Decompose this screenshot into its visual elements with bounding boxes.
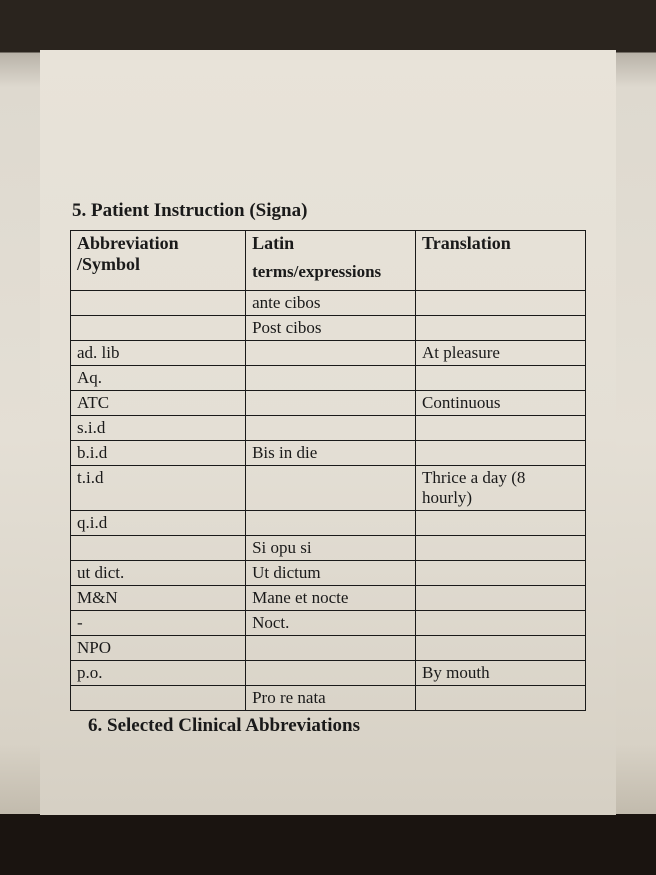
cell-latin	[246, 661, 416, 686]
table-row: Si opu si	[71, 536, 586, 561]
section-5-heading: 5. Patient Instruction (Signa)	[72, 200, 586, 222]
cell-latin	[246, 636, 416, 661]
cell-trans	[416, 416, 586, 441]
cell-trans	[416, 441, 586, 466]
cell-abbr: M&N	[71, 586, 246, 611]
cell-latin	[246, 511, 416, 536]
cell-trans	[416, 686, 586, 711]
table-row: Aq.	[71, 366, 586, 391]
cell-abbr	[71, 536, 246, 561]
table-row: b.i.dBis in die	[71, 441, 586, 466]
table-row: ante cibos	[71, 291, 586, 316]
cell-abbr	[71, 291, 246, 316]
cell-latin: Pro re nata	[246, 686, 416, 711]
cell-latin: ante cibos	[246, 291, 416, 316]
cell-trans	[416, 536, 586, 561]
header-latin-label: Latin	[252, 233, 294, 253]
table-row: -Noct.	[71, 611, 586, 636]
table-row: Post cibos	[71, 316, 586, 341]
cell-abbr: t.i.d	[71, 466, 246, 511]
table-row: p.o. By mouth	[71, 661, 586, 686]
table-header-translation: Translation	[416, 231, 586, 291]
cell-trans: By mouth	[416, 661, 586, 686]
cell-latin	[246, 416, 416, 441]
cell-abbr: Aq.	[71, 366, 246, 391]
cell-abbr: p.o.	[71, 661, 246, 686]
section-6-heading: 6. Selected Clinical Abbreviations	[88, 715, 586, 737]
table-body: ante cibosPost cibosad. lib At pleasure Aq…	[71, 291, 586, 711]
cell-trans	[416, 291, 586, 316]
cell-trans	[416, 636, 586, 661]
cell-latin: Noct.	[246, 611, 416, 636]
cell-abbr	[71, 686, 246, 711]
table-row: Pro re nata	[71, 686, 586, 711]
cell-trans: Thrice a day (8 hourly)	[416, 466, 586, 511]
cell-abbr: ut dict.	[71, 561, 246, 586]
table-row: ATC Continuous	[71, 391, 586, 416]
cell-trans	[416, 316, 586, 341]
cell-trans: Continuous	[416, 391, 586, 416]
cell-trans	[416, 611, 586, 636]
header-latin-sub: terms/expressions	[252, 262, 409, 282]
table-row: ad. lib At pleasure	[71, 341, 586, 366]
table-row: ut dict.Ut dictum	[71, 561, 586, 586]
cell-abbr: s.i.d	[71, 416, 246, 441]
cell-abbr: -	[71, 611, 246, 636]
cell-abbr: q.i.d	[71, 511, 246, 536]
table-header-row: Abbreviation /Symbol Latin terms/express…	[71, 231, 586, 291]
cell-latin: Mane et nocte	[246, 586, 416, 611]
table-header-latin: Latin terms/expressions	[246, 231, 416, 291]
cell-latin	[246, 466, 416, 511]
table-row: q.i.d	[71, 511, 586, 536]
cell-abbr: b.i.d	[71, 441, 246, 466]
cell-latin: Ut dictum	[246, 561, 416, 586]
header-trans-label: Translation	[422, 233, 511, 253]
cell-abbr: ad. lib	[71, 341, 246, 366]
document-page: 5. Patient Instruction (Signa) Abbreviat…	[40, 50, 616, 815]
cell-trans	[416, 366, 586, 391]
cell-latin	[246, 391, 416, 416]
cell-abbr	[71, 316, 246, 341]
cell-trans	[416, 561, 586, 586]
cell-latin: Bis in die	[246, 441, 416, 466]
cell-abbr: NPO	[71, 636, 246, 661]
table-header-abbreviation: Abbreviation /Symbol	[71, 231, 246, 291]
cell-latin	[246, 366, 416, 391]
table-row: t.i.d Thrice a day (8 hourly)	[71, 466, 586, 511]
table-row: NPO	[71, 636, 586, 661]
cell-latin: Si opu si	[246, 536, 416, 561]
signa-table: Abbreviation /Symbol Latin terms/express…	[70, 230, 586, 711]
cell-latin	[246, 341, 416, 366]
cell-abbr: ATC	[71, 391, 246, 416]
header-abbr-label: Abbreviation /Symbol	[77, 233, 179, 274]
cell-trans	[416, 511, 586, 536]
cell-trans: At pleasure	[416, 341, 586, 366]
table-row: M&NMane et nocte	[71, 586, 586, 611]
photo-background: 5. Patient Instruction (Signa) Abbreviat…	[0, 0, 656, 875]
cell-latin: Post cibos	[246, 316, 416, 341]
cell-trans	[416, 586, 586, 611]
table-row: s.i.d	[71, 416, 586, 441]
